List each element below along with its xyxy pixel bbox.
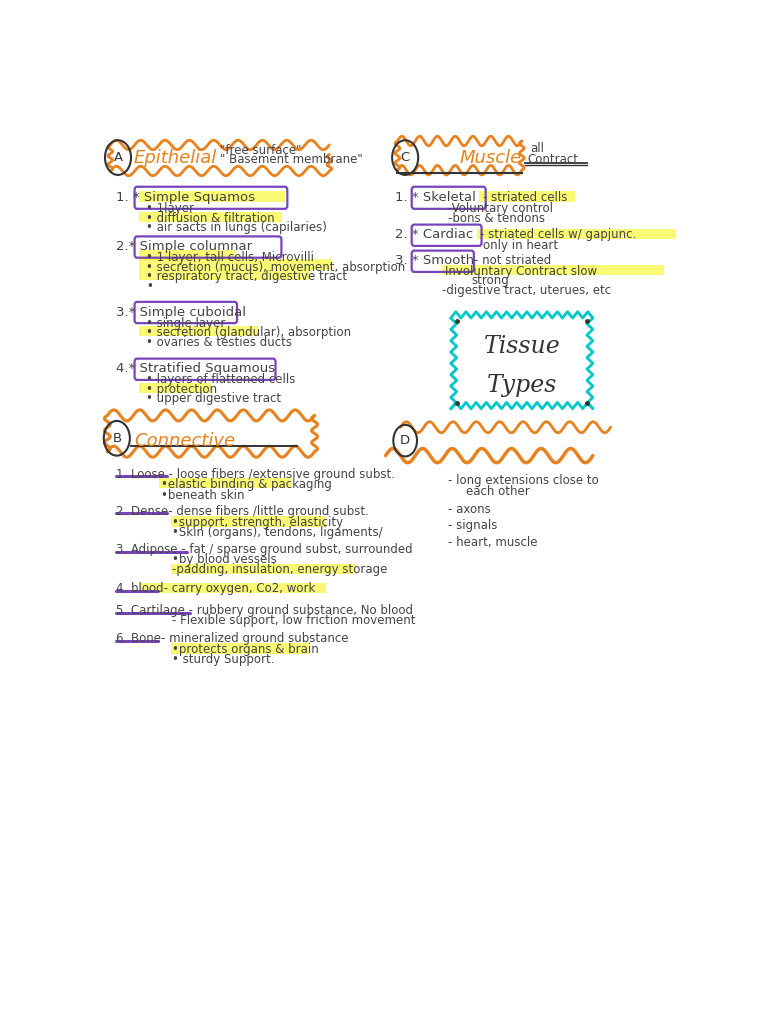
Text: 3. Adipose - fat / sparse ground subst, surrounded: 3. Adipose - fat / sparse ground subst, …	[116, 543, 413, 556]
Text: 1. * Skeletal: 1. * Skeletal	[394, 191, 475, 204]
Bar	[170, 516, 326, 526]
Text: •: •	[146, 280, 153, 293]
Text: • upper digestive tract: • upper digestive tract	[146, 392, 281, 406]
Bar	[170, 643, 309, 653]
Text: •by blood vessels: •by blood vessels	[173, 553, 277, 566]
Bar	[139, 212, 282, 222]
Bar	[170, 563, 356, 573]
Text: - Flexible support, low friction movement: - Flexible support, low friction movemen…	[173, 614, 416, 627]
Bar	[442, 265, 664, 275]
Text: • layers of flattened cells: • layers of flattened cells	[146, 374, 295, 386]
Text: -Voluntary control: -Voluntary control	[448, 202, 553, 215]
Text: 2. Dense- dense fibers /little ground subst.: 2. Dense- dense fibers /little ground su…	[116, 505, 369, 518]
Text: • single layer: • single layer	[146, 316, 225, 330]
Text: •beneath skin: •beneath skin	[160, 488, 244, 502]
Text: all: all	[531, 142, 545, 156]
Text: Muscle: Muscle	[460, 150, 522, 167]
Text: Involuntary Contract slow: Involuntary Contract slow	[445, 264, 597, 278]
Text: - striated cells w/ gapjunc.: - striated cells w/ gapjunc.	[481, 228, 636, 242]
Text: Contract: Contract	[528, 154, 579, 167]
Text: • sturdy Support.: • sturdy Support.	[173, 653, 275, 667]
Text: 3.* Simple cuboidal: 3.* Simple cuboidal	[116, 305, 246, 318]
Text: D: D	[400, 434, 410, 447]
Text: C: C	[400, 152, 410, 164]
Text: 1. Loose - loose fibers /extensive ground subst.: 1. Loose - loose fibers /extensive groun…	[116, 468, 395, 481]
Bar	[479, 191, 575, 202]
Bar	[159, 477, 291, 488]
Text: Epithelial: Epithelial	[134, 150, 217, 167]
Text: • 1layer: • 1layer	[146, 203, 194, 215]
Text: 2. * Cardiac: 2. * Cardiac	[394, 228, 473, 242]
Text: strong: strong	[471, 274, 510, 287]
Text: • air sacts in lungs (capilaries): • air sacts in lungs (capilaries)	[146, 221, 327, 234]
Text: -padding, insulation, energy storage: -padding, insulation, energy storage	[173, 563, 388, 577]
Text: "free surface": "free surface"	[220, 144, 301, 157]
Text: 5. Cartilage - rubbery ground substance, No blood: 5. Cartilage - rubbery ground substance,…	[116, 604, 413, 616]
Text: 2.* Simple columnar: 2.* Simple columnar	[116, 241, 252, 253]
Text: 6. Bone- mineralized ground substance: 6. Bone- mineralized ground substance	[116, 632, 348, 645]
Text: - striated cells: - striated cells	[484, 191, 568, 204]
Text: " Basement membrane": " Basement membrane"	[220, 154, 363, 167]
Text: only in heart: only in heart	[484, 239, 558, 252]
Text: • protection: • protection	[146, 383, 217, 396]
Text: •support, strength, elasticity: •support, strength, elasticity	[173, 516, 344, 529]
Text: 4. blood- carry oxygen, Co2, work: 4. blood- carry oxygen, Co2, work	[116, 583, 316, 595]
Text: Tissue: Tissue	[484, 335, 560, 357]
Bar	[478, 228, 676, 239]
Text: 1. * Simple Squamos: 1. * Simple Squamos	[116, 191, 255, 204]
Text: -bons & tendons: -bons & tendons	[448, 212, 545, 225]
Text: •Skin (organs), tendons, ligaments/: •Skin (organs), tendons, ligaments/	[173, 526, 383, 540]
Bar	[139, 583, 326, 593]
Text: • secretion (glandular), absorption: • secretion (glandular), absorption	[146, 326, 351, 339]
Text: •protects organs & brain: •protects organs & brain	[173, 643, 319, 656]
Text: • diffusion & filtration: • diffusion & filtration	[146, 212, 274, 225]
Text: Connective: Connective	[134, 432, 235, 451]
Text: A: A	[113, 152, 122, 164]
Text: - long extensions close to: - long extensions close to	[448, 474, 598, 487]
Bar	[139, 250, 235, 260]
Bar	[139, 326, 258, 336]
Text: Types: Types	[487, 374, 557, 397]
Bar	[139, 269, 309, 280]
Text: • 1 layer, tall cells, Microvilli: • 1 layer, tall cells, Microvilli	[146, 251, 314, 264]
Text: - not striated: - not striated	[474, 254, 552, 267]
Bar	[139, 191, 285, 202]
Text: 3. * Smooth: 3. * Smooth	[394, 254, 474, 267]
Bar	[139, 383, 211, 393]
Text: • ovaries & testies ducts: • ovaries & testies ducts	[146, 336, 292, 348]
Text: • secretion (mucus), movement, absorption: • secretion (mucus), movement, absorptio…	[146, 261, 405, 273]
Text: each other: each other	[465, 484, 529, 498]
Text: 4.* Stratified Squamous: 4.* Stratified Squamous	[116, 362, 275, 376]
Text: • respiratory tract, digestive tract: • respiratory tract, digestive tract	[146, 270, 347, 283]
Text: - heart, muscle: - heart, muscle	[448, 536, 537, 549]
Text: -digestive tract, uterues, etc: -digestive tract, uterues, etc	[442, 285, 611, 297]
Text: - axons: - axons	[448, 503, 490, 516]
Text: - signals: - signals	[448, 519, 497, 532]
Text: B: B	[112, 432, 121, 444]
Bar	[139, 259, 332, 269]
Text: •elastic binding & packaging: •elastic binding & packaging	[160, 478, 332, 492]
